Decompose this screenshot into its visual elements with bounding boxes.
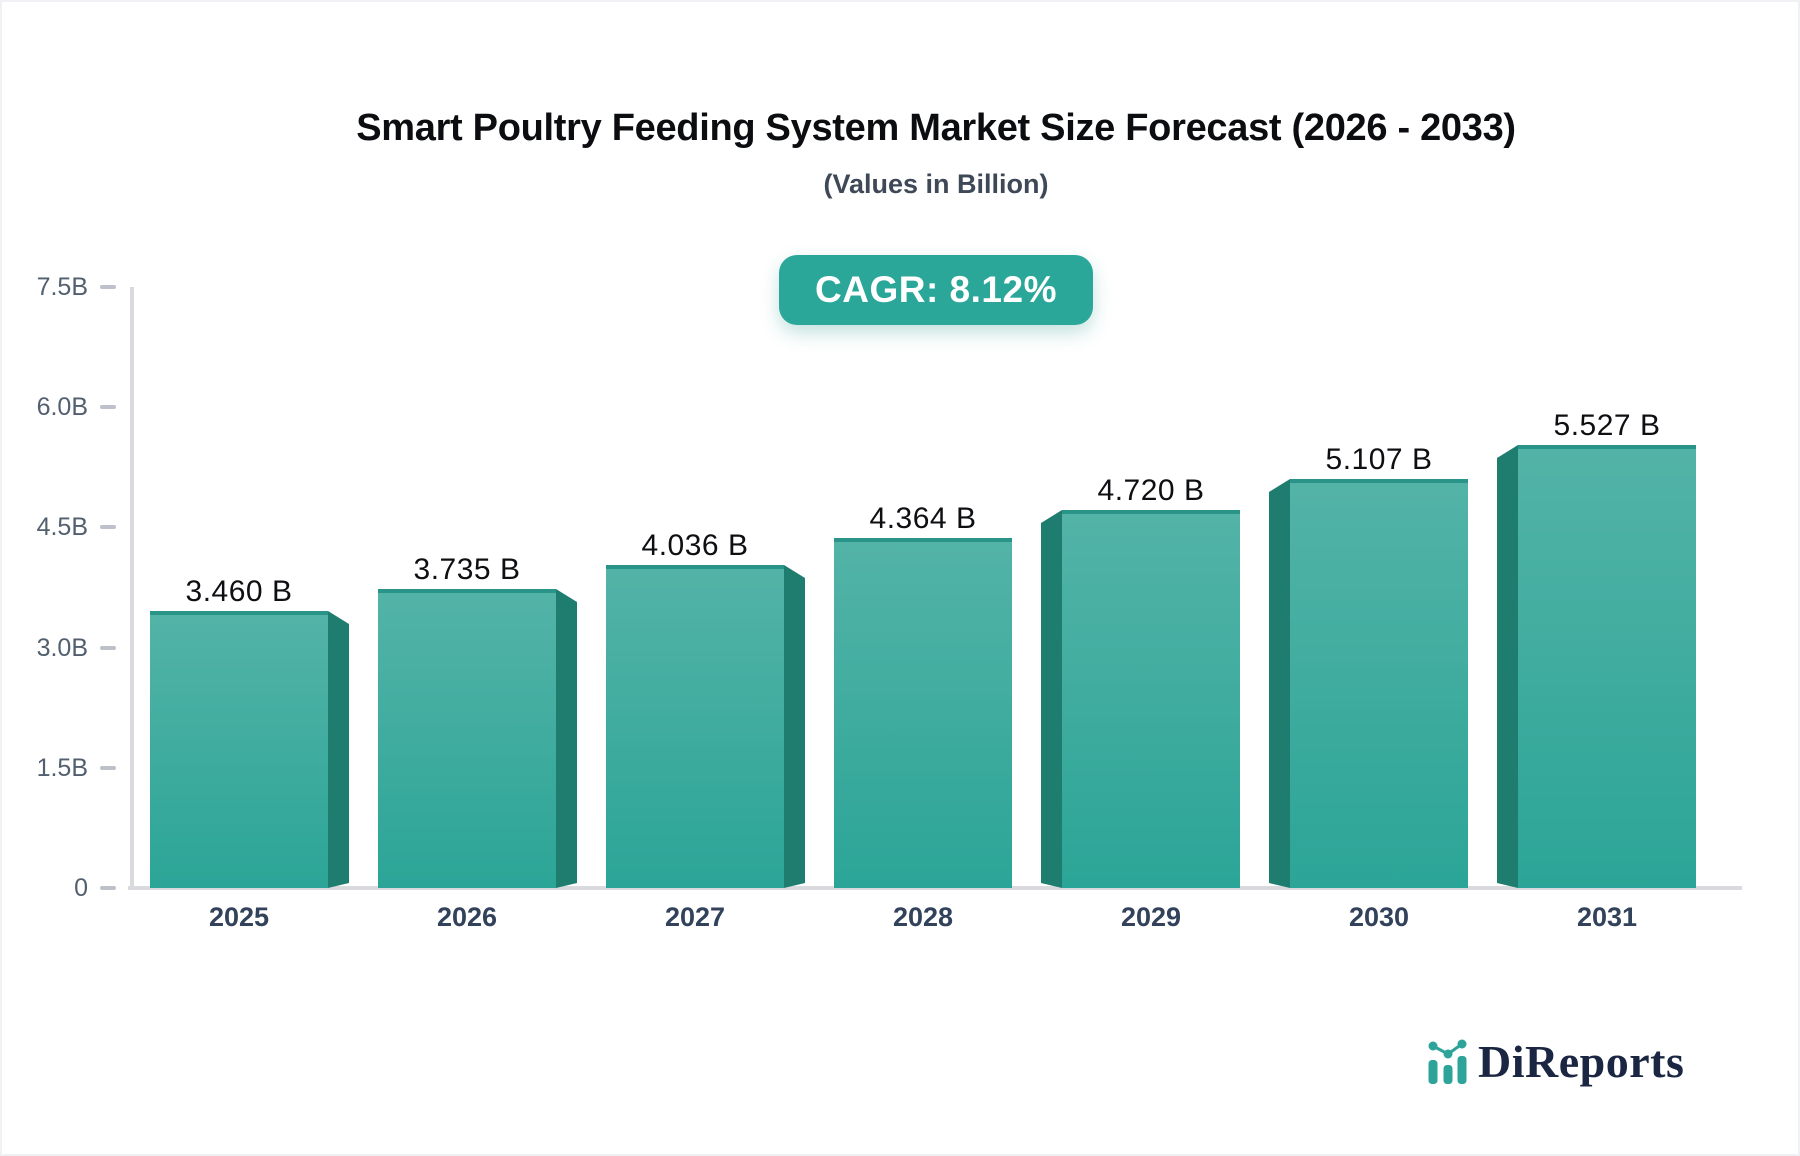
- y-tick-7.5B: [100, 285, 116, 290]
- cagr-badge-wrap: CAGR: 8.12%: [130, 255, 1742, 325]
- value-label-2030: 5.107 B: [1325, 443, 1433, 476]
- bar-2027[interactable]: [606, 565, 784, 888]
- value-label-2025: 3.460 B: [185, 575, 293, 608]
- bar-side-2025: [328, 611, 349, 888]
- bar-2025[interactable]: [150, 611, 328, 888]
- x-tick-label-2029: 2029: [1120, 902, 1182, 932]
- x-tick-label-2027: 2027: [664, 902, 726, 932]
- chart-title: Smart Poultry Feeding System Market Size…: [356, 107, 1516, 149]
- bar-2028[interactable]: [834, 538, 1012, 888]
- cagr-badge: CAGR: 8.12%: [779, 255, 1093, 325]
- value-label-2029: 4.720 B: [1097, 474, 1205, 507]
- y-axis-line: [130, 287, 134, 890]
- x-axis-line: [128, 886, 1742, 890]
- bar-side-2026: [556, 589, 577, 888]
- direports-logo[interactable]: DiReports: [1428, 1028, 1684, 1088]
- x-tick-label-2030: 2030: [1348, 902, 1410, 932]
- chart-subtitle: (Values in Billion): [823, 169, 1049, 199]
- logo-chart-icon: [1428, 1039, 1467, 1084]
- x-tick-label-2031: 2031: [1576, 902, 1638, 932]
- y-tick-0: [100, 886, 116, 890]
- bar-side-2031: [1497, 445, 1518, 888]
- y-tick-label-4.5B: 4.5B: [36, 513, 88, 542]
- y-tick-6.0B: [100, 405, 116, 410]
- bar-2026[interactable]: [378, 589, 556, 888]
- y-tick-label-0: 0: [74, 874, 88, 902]
- bar-2029[interactable]: [1062, 510, 1240, 888]
- logo-text: DiReports: [1478, 1036, 1685, 1087]
- bar-2030[interactable]: [1290, 479, 1468, 888]
- bar-side-2027: [784, 565, 805, 888]
- bar-2031[interactable]: [1518, 445, 1696, 888]
- value-label-2031: 5.527 B: [1553, 409, 1661, 442]
- value-label-2028: 4.364 B: [869, 502, 977, 535]
- x-tick-label-2026: 2026: [436, 902, 498, 932]
- value-label-2026: 3.735 B: [413, 553, 521, 586]
- value-label-2027: 4.036 B: [641, 529, 749, 562]
- x-tick-label-2028: 2028: [892, 902, 954, 932]
- x-tick-label-2025: 2025: [208, 902, 270, 932]
- y-tick-label-7.5B: 7.5B: [36, 273, 88, 302]
- y-tick-label-1.5B: 1.5B: [36, 753, 88, 782]
- y-tick-1.5B: [100, 765, 116, 770]
- y-tick-4.5B: [100, 525, 116, 530]
- y-tick-label-3.0B: 3.0B: [36, 633, 88, 662]
- y-tick-3.0B: [100, 645, 116, 650]
- bar-side-2030: [1269, 479, 1290, 888]
- bar-side-2029: [1041, 510, 1062, 888]
- y-tick-label-6.0B: 6.0B: [36, 393, 88, 422]
